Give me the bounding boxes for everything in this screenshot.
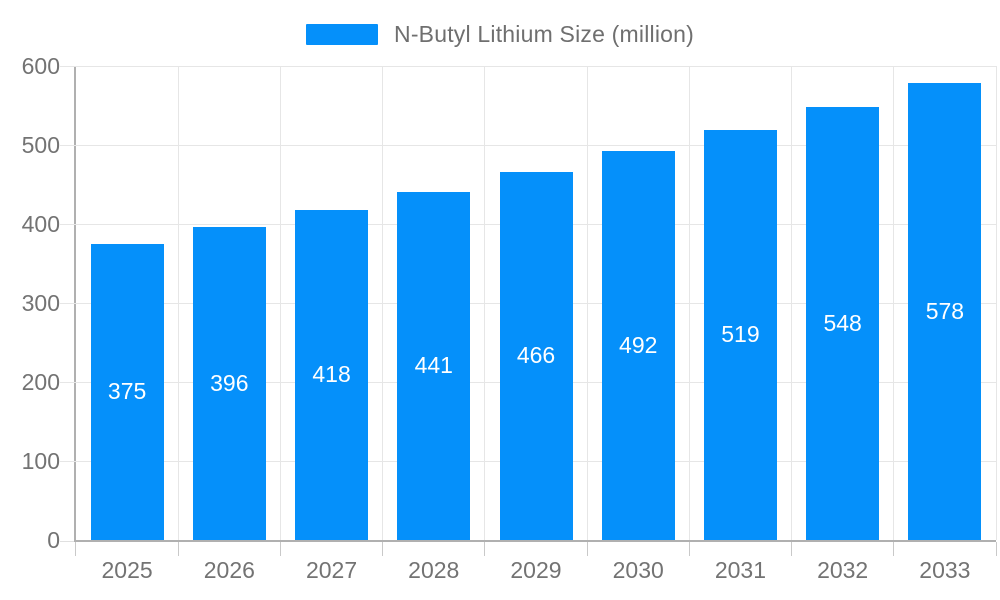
bar-value-label: 519: [721, 321, 760, 348]
bar-value-label: 375: [107, 378, 147, 405]
bar-2028[interactable]: 441: [397, 191, 471, 540]
bar-value-label: 466: [516, 342, 556, 369]
bar-2025[interactable]: 375: [90, 243, 164, 540]
legend[interactable]: N-Butyl Lithium Size (million): [0, 20, 1000, 48]
y-axis-tick-label: 300: [21, 290, 60, 316]
x-axis-tick-label: 2029: [510, 557, 562, 583]
x-gridline: [484, 66, 486, 540]
x-axis-tick-label: 2028: [408, 557, 460, 583]
x-tick: [791, 542, 793, 556]
bar-2032[interactable]: 548: [806, 107, 880, 540]
x-gridline: [382, 66, 384, 540]
x-axis-tick-label: 2027: [305, 557, 358, 583]
y-axis-tick-label: 200: [21, 369, 60, 395]
x-axis-tick-label: 2026: [203, 557, 255, 583]
bar-2029[interactable]: 466: [499, 171, 573, 540]
x-gridline: [688, 66, 690, 540]
y-tick: [60, 540, 74, 542]
x-gridline: [586, 66, 588, 540]
x-tick: [688, 542, 690, 556]
bar-2026[interactable]: 396: [192, 227, 266, 540]
x-tick: [279, 542, 281, 556]
legend-swatch: [306, 23, 379, 45]
bar-value-label: 396: [210, 370, 249, 397]
x-gridline: [893, 66, 895, 540]
y-axis-tick-label: 400: [21, 211, 60, 237]
x-tick: [74, 542, 76, 556]
x-tick: [586, 542, 588, 556]
x-tick: [177, 542, 179, 556]
x-gridline: [995, 66, 997, 540]
legend-label: N-Butyl Lithium Size (million): [394, 20, 694, 47]
y-axis-tick-label: 100: [21, 448, 60, 474]
x-axis-tick-label: 2030: [612, 557, 664, 583]
y-axis-tick-label: 0: [47, 527, 60, 553]
x-axis-tick-label: 2025: [101, 557, 153, 583]
x-tick: [893, 542, 895, 556]
bar-value-label: 418: [312, 361, 351, 388]
y-axis-tick-label: 600: [21, 53, 60, 79]
x-gridline: [279, 66, 281, 540]
y-gridline: [60, 144, 996, 146]
plot-area: 0 100 200 300 400 500 600 375 2025 396 2026 418 2027…: [22, 53, 997, 583]
bar-2030[interactable]: 492: [601, 151, 675, 540]
bar-2031[interactable]: 519: [703, 129, 777, 540]
bar-value-label: 548: [823, 310, 862, 337]
x-gridline: [791, 66, 793, 540]
x-axis-tick-label: 2033: [919, 557, 971, 583]
x-axis-tick-label: 2032: [817, 557, 869, 583]
x-gridline: [177, 66, 179, 540]
x-tick: [995, 542, 997, 556]
x-axis-tick-label: 2031: [714, 557, 767, 583]
x-tick: [382, 542, 384, 556]
y-gridline: [60, 65, 996, 67]
bar-value-label: 441: [414, 352, 453, 379]
x-tick: [484, 542, 486, 556]
bar-2033[interactable]: 578: [908, 83, 982, 540]
bar-value-label: 578: [925, 298, 965, 325]
y-axis-tick-label: 500: [21, 132, 60, 158]
bar-value-label: 492: [619, 332, 658, 359]
bar-2027[interactable]: 418: [295, 209, 369, 540]
